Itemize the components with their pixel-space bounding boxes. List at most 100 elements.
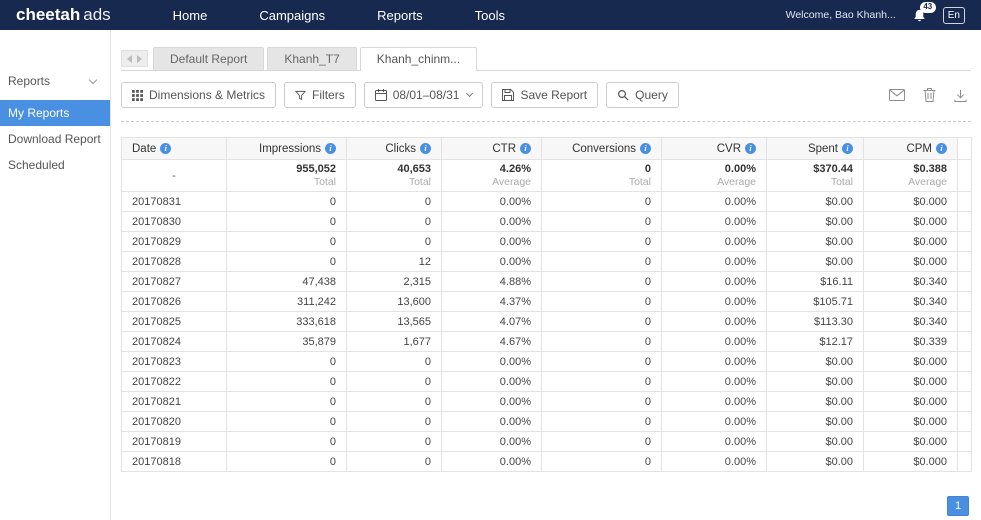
sidebar-item-download-report[interactable]: Download Report bbox=[8, 132, 101, 146]
tab-khanh-t7[interactable]: Khanh_T7 bbox=[267, 47, 357, 70]
filters-button[interactable]: Filters bbox=[284, 82, 356, 108]
search-icon bbox=[618, 89, 629, 101]
language-button[interactable]: En bbox=[942, 6, 965, 24]
tab-scroll-right-icon[interactable] bbox=[137, 54, 142, 63]
info-icon[interactable]: i bbox=[520, 142, 531, 154]
date-cell: 20170828 bbox=[121, 251, 227, 272]
trash-icon[interactable] bbox=[923, 88, 936, 102]
table-row: 20170819 0 0 0.00% 0 0.00% $0.00 $0.000 bbox=[121, 431, 972, 452]
table-row: 20170820 0 0 0.00% 0 0.00% $0.00 $0.000 bbox=[121, 411, 972, 432]
value-cell: $0.00 bbox=[766, 411, 864, 432]
info-icon[interactable]: i bbox=[842, 142, 853, 154]
info-icon[interactable]: i bbox=[420, 142, 431, 154]
column-header-date[interactable]: Date i bbox=[121, 137, 227, 160]
spacer-cell bbox=[957, 391, 972, 412]
column-header-clicks[interactable]: Clicks i bbox=[346, 137, 442, 160]
column-header-conversions[interactable]: Conversions i bbox=[541, 137, 662, 160]
value-cell: 0 bbox=[541, 451, 662, 472]
value-cell: 4.07% bbox=[441, 311, 542, 332]
dimensions-metrics-button[interactable]: Dimensions & Metrics bbox=[121, 82, 277, 108]
info-icon[interactable]: i bbox=[745, 142, 756, 154]
column-header-ctr[interactable]: CTR i bbox=[441, 137, 542, 160]
toolbar: Dimensions & Metrics Filters 08/01–08/31… bbox=[121, 82, 971, 108]
value-cell: 0.00% bbox=[661, 351, 767, 372]
sidebar-item-my-reports[interactable]: My Reports bbox=[0, 100, 110, 126]
value-cell: 0 bbox=[226, 211, 347, 232]
table-row: 20170827 47,438 2,315 4.88% 0 0.00% $16.11 $0.3… bbox=[121, 271, 972, 292]
column-header-cpm[interactable]: CPM i bbox=[863, 137, 958, 160]
value-cell: $0.000 bbox=[863, 371, 958, 392]
dashed-divider bbox=[121, 121, 971, 122]
sidebar-item-scheduled[interactable]: Scheduled bbox=[8, 158, 65, 172]
nav-item-tools[interactable]: Tools bbox=[474, 7, 506, 23]
value-cell: 0.00% bbox=[661, 331, 767, 352]
table-row: 20170818 0 0 0.00% 0 0.00% $0.00 $0.000 bbox=[121, 451, 972, 472]
brand-logo[interactable]: cheetah ads bbox=[16, 5, 111, 25]
date-cell: 20170831 bbox=[121, 191, 227, 212]
date-range-button[interactable]: 08/01–08/31 bbox=[363, 82, 484, 108]
info-icon[interactable]: i bbox=[325, 142, 336, 154]
column-label: CTR bbox=[492, 142, 516, 155]
spacer-cell bbox=[957, 351, 972, 372]
column-header-spent[interactable]: Spent i bbox=[766, 137, 864, 160]
column-header-impressions[interactable]: Impressions i bbox=[226, 137, 347, 160]
value-cell: 4.37% bbox=[441, 291, 542, 312]
table-row: 20170824 35,879 1,677 4.67% 0 0.00% $12.17 $0.3… bbox=[121, 331, 972, 352]
nav-item-home[interactable]: Home bbox=[172, 7, 208, 23]
value-cell: 47,438 bbox=[226, 271, 347, 292]
query-button[interactable]: Query bbox=[606, 82, 679, 108]
value-cell: 0 bbox=[541, 331, 662, 352]
value-cell: 0.00% bbox=[441, 451, 542, 472]
value-cell: $0.000 bbox=[863, 231, 958, 252]
notifications-bell[interactable]: 43 bbox=[912, 1, 936, 23]
save-report-button[interactable]: Save Report bbox=[491, 82, 599, 108]
info-icon[interactable]: i bbox=[936, 142, 947, 154]
value-cell: $0.340 bbox=[863, 271, 958, 292]
column-label: Spent bbox=[807, 142, 838, 155]
value-cell: 0 bbox=[541, 231, 662, 252]
tab-scroll-arrows[interactable] bbox=[121, 50, 148, 67]
user-menu[interactable]: Welcome, Bao Khanh... bbox=[786, 9, 896, 21]
value-cell: $0.00 bbox=[766, 211, 864, 232]
value-cell: 0.00% bbox=[661, 291, 767, 312]
value-cell: 0.00% bbox=[441, 411, 542, 432]
brand-bold: cheetah bbox=[16, 5, 81, 24]
value-cell: 0 bbox=[346, 411, 442, 432]
value-cell: 0 bbox=[226, 451, 347, 472]
value-cell: 0.00% bbox=[661, 211, 767, 232]
nav-item-campaigns[interactable]: Campaigns bbox=[259, 7, 326, 23]
sidebar-section-reports[interactable]: Reports bbox=[0, 74, 110, 100]
totals-cell: $0.388 Average bbox=[863, 159, 958, 192]
value-cell: 0.00% bbox=[661, 411, 767, 432]
date-cell: 20170825 bbox=[121, 311, 227, 332]
value-cell: 0 bbox=[541, 431, 662, 452]
value-cell: $0.00 bbox=[766, 431, 864, 452]
totals-cell: 4.26% Average bbox=[441, 159, 542, 192]
spacer-cell bbox=[957, 191, 972, 212]
welcome-label: Welcome, bbox=[785, 9, 833, 21]
table-row: 20170825 333,618 13,565 4.07% 0 0.00% $113.30 $… bbox=[121, 311, 972, 332]
value-cell: 0.00% bbox=[441, 191, 542, 212]
totals-cell: 40,653 Total bbox=[346, 159, 442, 192]
spacer-cell bbox=[957, 137, 972, 160]
nav-item-reports[interactable]: Reports bbox=[377, 7, 423, 23]
table-row: 20170826 311,242 13,600 4.37% 0 0.00% $105.71 $… bbox=[121, 291, 972, 312]
mail-icon[interactable] bbox=[889, 89, 905, 101]
date-cell: 20170824 bbox=[121, 331, 227, 352]
download-icon[interactable] bbox=[954, 89, 967, 102]
date-cell: 20170826 bbox=[121, 291, 227, 312]
spacer-cell bbox=[957, 331, 972, 352]
tab-default-report[interactable]: Default Report bbox=[153, 47, 265, 70]
column-header-cvr[interactable]: CVR i bbox=[661, 137, 767, 160]
spacer-cell bbox=[957, 159, 972, 192]
value-cell: 0 bbox=[541, 271, 662, 292]
info-icon[interactable]: i bbox=[640, 142, 651, 154]
info-icon[interactable]: i bbox=[160, 142, 172, 154]
value-cell: 0 bbox=[226, 431, 347, 452]
value-cell: 13,600 bbox=[346, 291, 442, 312]
spacer-cell bbox=[957, 411, 972, 432]
tab-khanh-chinm[interactable]: Khanh_chinm... bbox=[359, 47, 478, 71]
tab-scroll-left-icon[interactable] bbox=[127, 54, 132, 63]
page-button-1[interactable]: 1 bbox=[947, 496, 969, 516]
calendar-icon bbox=[374, 89, 387, 101]
